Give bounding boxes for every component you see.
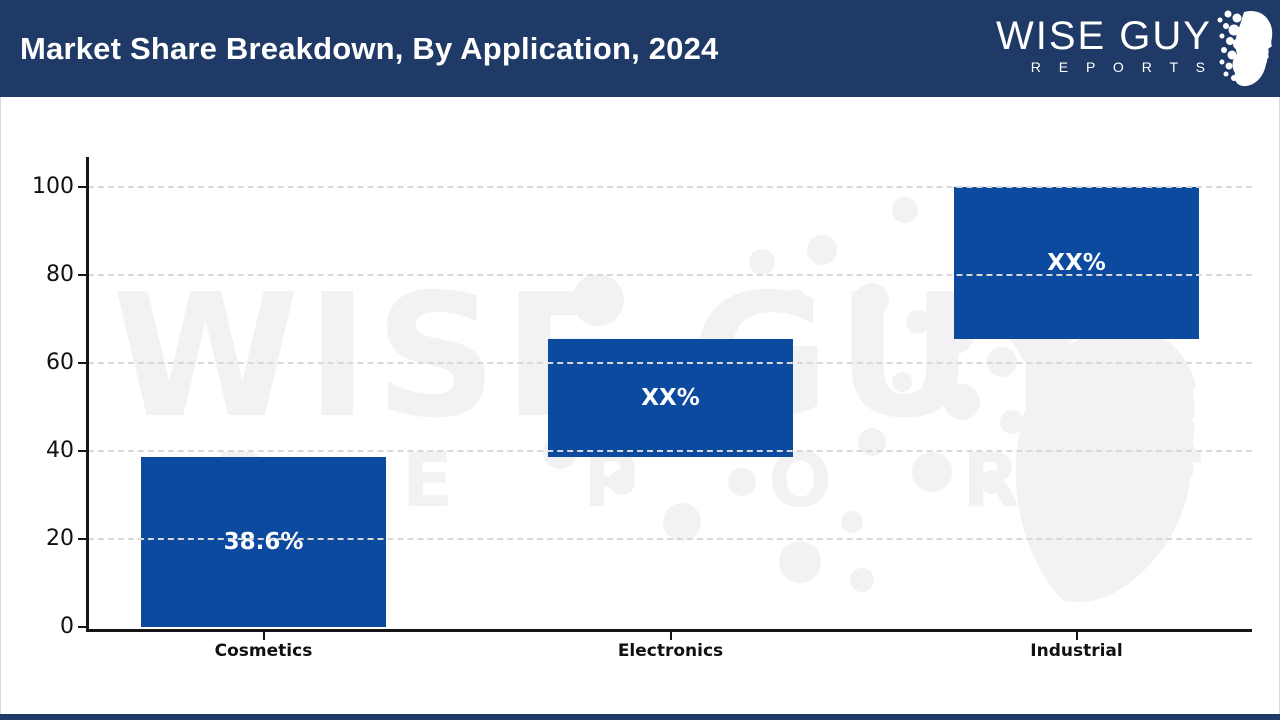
gridline-80 <box>88 274 1252 276</box>
x-axis-line <box>86 629 1252 632</box>
y-tick-label-0: 0 <box>60 614 74 639</box>
chart-title: Market Share Breakdown, By Application, … <box>20 30 719 66</box>
y-tick-label-60: 60 <box>46 350 74 375</box>
bar-electronics: XX% <box>548 338 793 458</box>
y-tick-mark-80 <box>78 274 87 276</box>
gridline-100 <box>88 186 1252 188</box>
y-tick-mark-100 <box>78 186 87 188</box>
footer-bar <box>0 714 1280 720</box>
x-tick-mark-electronics <box>669 632 672 640</box>
brand-head-icon <box>1217 10 1273 87</box>
x-tick-mark-cosmetics <box>262 632 265 640</box>
y-tick-mark-20 <box>78 538 87 540</box>
x-axis-label-cosmetics: Cosmetics <box>214 641 313 661</box>
bar-industrial: XX% <box>954 187 1199 339</box>
brand-logo-name: WISE GUY <box>995 14 1212 58</box>
gridline-40 <box>88 450 1252 452</box>
y-tick-label-40: 40 <box>46 438 74 463</box>
y-tick-label-80: 80 <box>46 262 74 287</box>
brand-logo-subtitle: R E P O R T S <box>1030 59 1212 75</box>
brand-logo: WISE GUY R E P O R T S <box>996 14 1212 75</box>
x-axis-label-industrial: Industrial <box>1030 641 1123 661</box>
x-axis-label-electronics: Electronics <box>617 641 724 661</box>
header-bar: Market Share Breakdown, By Application, … <box>0 0 1280 97</box>
x-tick-mark-industrial <box>1075 632 1078 640</box>
gridline-20 <box>88 538 1252 540</box>
bar-value-label-electronics: XX% <box>641 384 700 411</box>
y-axis-line <box>86 157 89 631</box>
y-tick-mark-60 <box>78 362 87 364</box>
y-tick-mark-40 <box>78 450 87 452</box>
gridline-60 <box>88 362 1252 364</box>
y-tick-label-100: 100 <box>32 174 74 199</box>
y-tick-mark-0 <box>78 626 87 628</box>
watermark-face-profile <box>1015 326 1196 603</box>
bar-cosmetics: 38.6% <box>141 457 386 627</box>
y-tick-label-20: 20 <box>46 526 74 551</box>
bar-value-label-cosmetics: 38.6% <box>223 529 304 556</box>
bar-value-label-industrial: XX% <box>1047 249 1106 276</box>
